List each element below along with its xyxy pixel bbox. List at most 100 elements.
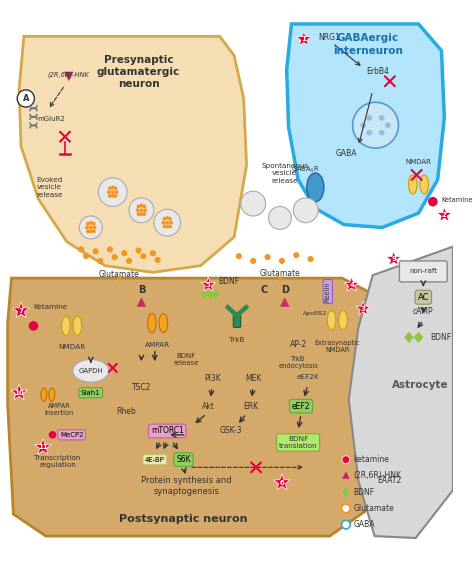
Circle shape [342, 504, 350, 513]
Text: ApoER2: ApoER2 [303, 311, 328, 316]
Text: eEF2K: eEF2K [296, 375, 319, 380]
Circle shape [136, 208, 139, 212]
Polygon shape [212, 289, 220, 299]
Circle shape [342, 521, 350, 529]
Text: AC: AC [418, 293, 429, 302]
Polygon shape [345, 277, 359, 291]
Polygon shape [414, 332, 423, 343]
Ellipse shape [62, 316, 70, 335]
Circle shape [139, 212, 143, 216]
Circle shape [97, 258, 103, 264]
Circle shape [308, 256, 314, 262]
Text: Presynaptic
glutamatergic
neuron: Presynaptic glutamatergic neuron [97, 54, 180, 89]
Circle shape [169, 221, 173, 224]
Circle shape [428, 197, 438, 206]
Circle shape [92, 249, 99, 255]
Text: Reelin: Reelin [325, 281, 331, 302]
Circle shape [168, 217, 172, 221]
Polygon shape [356, 301, 370, 315]
Circle shape [137, 205, 140, 208]
Circle shape [360, 122, 366, 128]
Text: cAMP: cAMP [413, 307, 434, 316]
Circle shape [49, 431, 56, 439]
Circle shape [137, 212, 140, 216]
Circle shape [385, 122, 391, 128]
Text: NMDAR: NMDAR [58, 344, 85, 350]
Circle shape [89, 226, 93, 229]
Circle shape [86, 222, 90, 226]
Circle shape [342, 456, 350, 463]
Text: A: A [23, 94, 29, 103]
Text: GABA: GABA [354, 520, 375, 529]
Text: 1: 1 [301, 36, 306, 42]
Polygon shape [437, 208, 452, 221]
Text: TrkB: TrkB [229, 337, 245, 343]
Text: Akt: Akt [202, 402, 215, 411]
Text: ketamine: ketamine [354, 455, 390, 464]
Polygon shape [273, 474, 290, 490]
Text: 4: 4 [349, 282, 354, 288]
Circle shape [268, 206, 292, 229]
Text: 5: 5 [206, 282, 210, 288]
Polygon shape [386, 251, 401, 265]
Polygon shape [280, 297, 290, 307]
Text: NRG1: NRG1 [318, 33, 340, 42]
Circle shape [28, 321, 38, 330]
Circle shape [353, 102, 399, 148]
Circle shape [264, 254, 271, 260]
Polygon shape [201, 277, 216, 291]
Text: AP-2: AP-2 [290, 341, 307, 350]
Text: PI3K: PI3K [204, 374, 220, 383]
Text: 3: 3 [361, 306, 365, 312]
Circle shape [293, 252, 299, 258]
Text: eEF2: eEF2 [292, 402, 310, 411]
Circle shape [115, 190, 118, 194]
Polygon shape [287, 24, 444, 227]
Text: BDNF: BDNF [430, 333, 451, 342]
Circle shape [143, 208, 147, 212]
Text: BDNF: BDNF [354, 488, 374, 496]
Circle shape [111, 194, 115, 198]
Text: 4E-BP: 4E-BP [145, 457, 165, 463]
Polygon shape [64, 72, 73, 81]
Text: Astrocyte: Astrocyte [392, 380, 449, 390]
Circle shape [155, 257, 161, 263]
Text: non-raft: non-raft [410, 268, 438, 274]
Circle shape [129, 198, 154, 223]
Text: GAPDH: GAPDH [78, 368, 103, 374]
Circle shape [78, 246, 84, 252]
Text: 9: 9 [391, 256, 396, 262]
Text: ErbB4: ErbB4 [366, 67, 389, 76]
Circle shape [99, 178, 127, 206]
Text: 2: 2 [442, 212, 447, 218]
Circle shape [83, 253, 89, 259]
Text: BDNF: BDNF [218, 278, 239, 287]
Circle shape [121, 250, 128, 256]
FancyBboxPatch shape [0, 12, 453, 549]
Text: 11: 11 [38, 444, 48, 450]
Text: C: C [260, 284, 267, 295]
Ellipse shape [147, 314, 156, 333]
Polygon shape [11, 384, 27, 400]
Circle shape [89, 229, 93, 233]
Text: TrkB
endocytosis: TrkB endocytosis [278, 356, 318, 370]
Circle shape [111, 254, 118, 260]
FancyBboxPatch shape [400, 261, 447, 282]
FancyBboxPatch shape [233, 312, 241, 328]
Circle shape [108, 194, 112, 198]
Ellipse shape [409, 175, 417, 194]
Circle shape [163, 224, 166, 228]
Polygon shape [206, 289, 214, 299]
Circle shape [126, 258, 132, 264]
Text: Rheb: Rheb [116, 407, 136, 416]
Polygon shape [201, 289, 208, 299]
Circle shape [142, 205, 146, 208]
Text: Ketamine: Ketamine [34, 304, 68, 310]
Text: TSC2: TSC2 [132, 383, 151, 392]
Text: Siah1: Siah1 [81, 390, 100, 396]
Circle shape [279, 258, 285, 264]
Text: Postsynaptic neuron: Postsynaptic neuron [119, 514, 248, 524]
Circle shape [163, 217, 166, 221]
Text: ERK: ERK [243, 402, 258, 411]
Text: Protein synthesis and
synaptogenesis: Protein synthesis and synaptogenesis [141, 476, 232, 496]
